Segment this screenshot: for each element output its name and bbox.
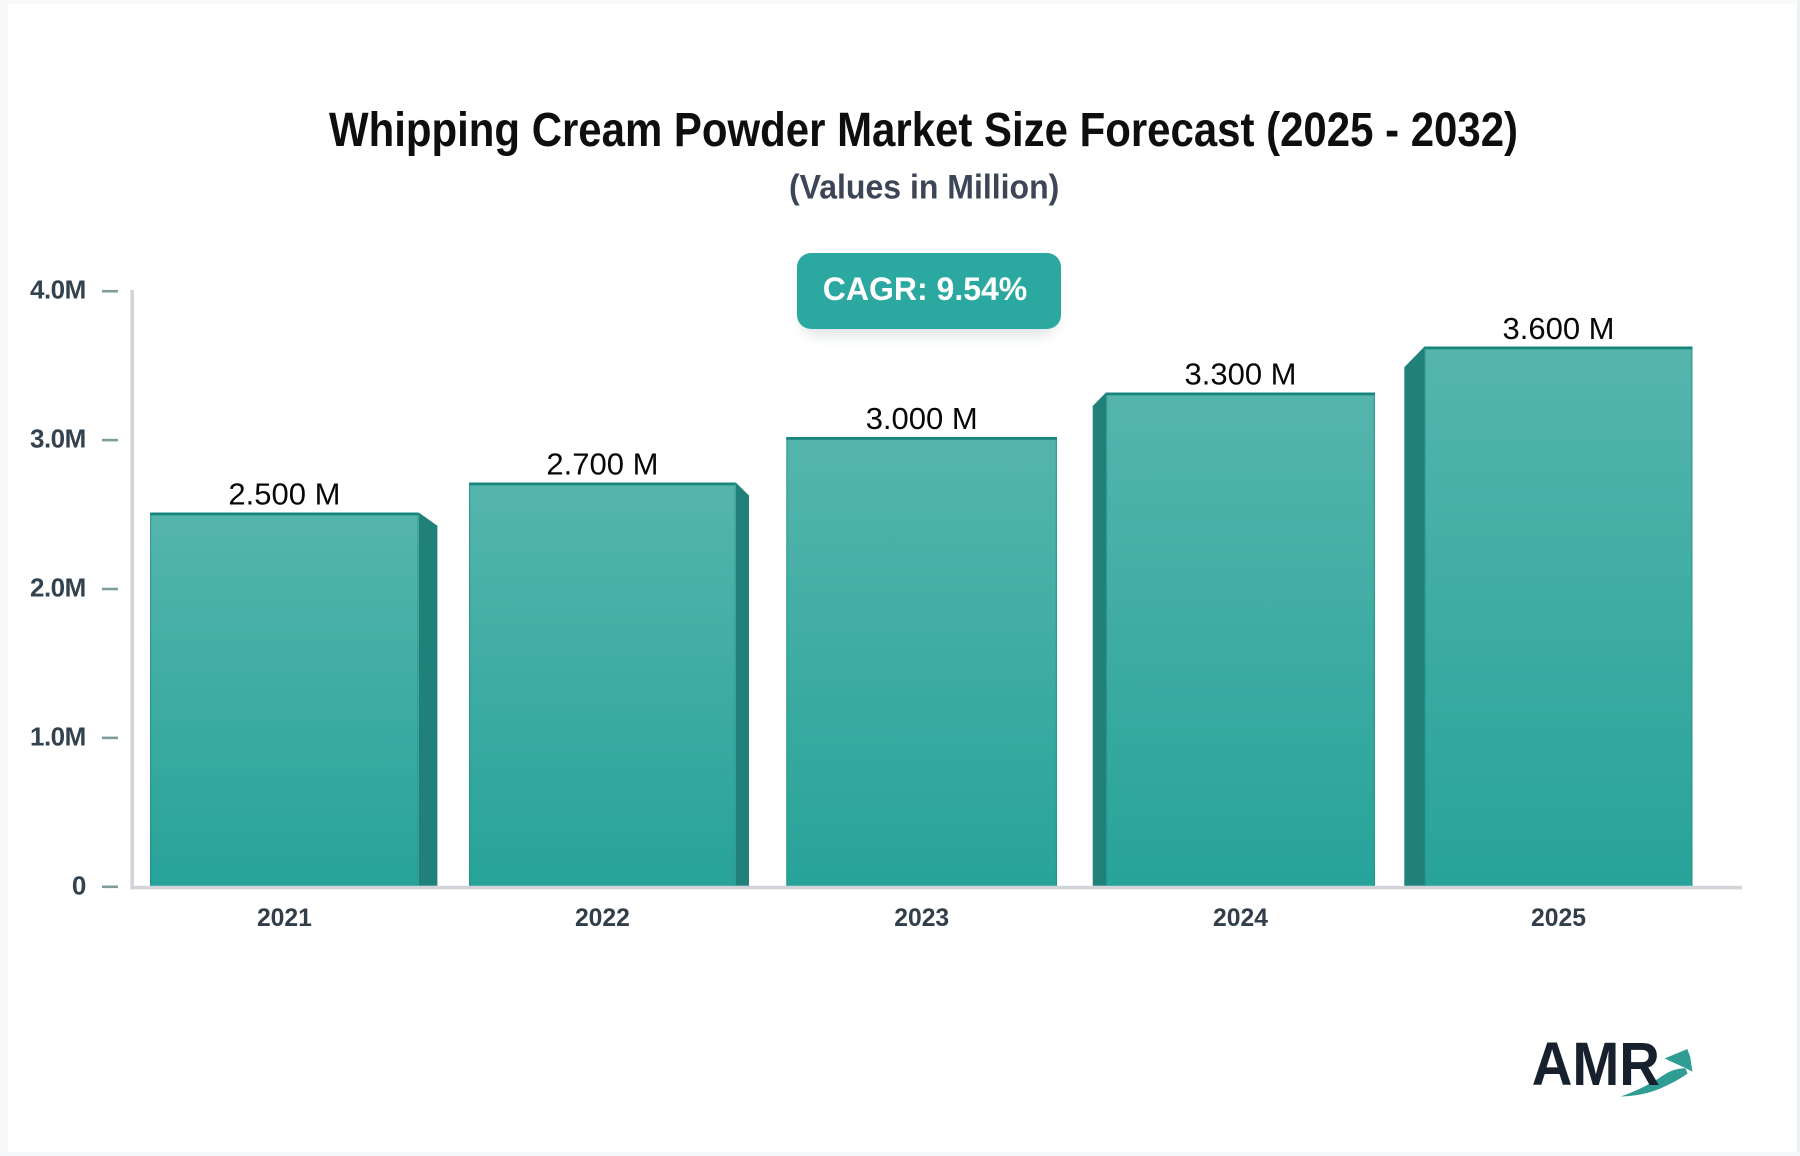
svg-text:2.500 M: 2.500 M	[228, 477, 340, 512]
svg-text:CAGR: 9.54%: CAGR: 9.54%	[823, 271, 1028, 307]
svg-text:1.0M: 1.0M	[30, 721, 86, 751]
svg-text:2021: 2021	[257, 905, 312, 932]
svg-text:3.000 M: 3.000 M	[866, 401, 978, 436]
svg-text:(Values in Million): (Values in Million)	[789, 169, 1059, 207]
svg-text:2023: 2023	[894, 905, 949, 932]
svg-text:3.0M: 3.0M	[30, 424, 86, 454]
svg-text:3.300 M: 3.300 M	[1184, 357, 1296, 392]
svg-text:2024: 2024	[1213, 905, 1268, 932]
svg-text:4.0M: 4.0M	[30, 275, 86, 305]
svg-text:0: 0	[72, 870, 86, 900]
svg-text:Whipping Cream Powder Market S: Whipping Cream Powder Market Size Foreca…	[329, 104, 1518, 157]
svg-text:3.600 M: 3.600 M	[1502, 311, 1614, 346]
svg-text:2022: 2022	[575, 905, 630, 932]
svg-text:AMR: AMR	[1532, 1030, 1660, 1098]
svg-text:2025: 2025	[1531, 905, 1586, 932]
svg-text:2.0M: 2.0M	[30, 573, 86, 603]
svg-text:2.700 M: 2.700 M	[546, 447, 658, 482]
